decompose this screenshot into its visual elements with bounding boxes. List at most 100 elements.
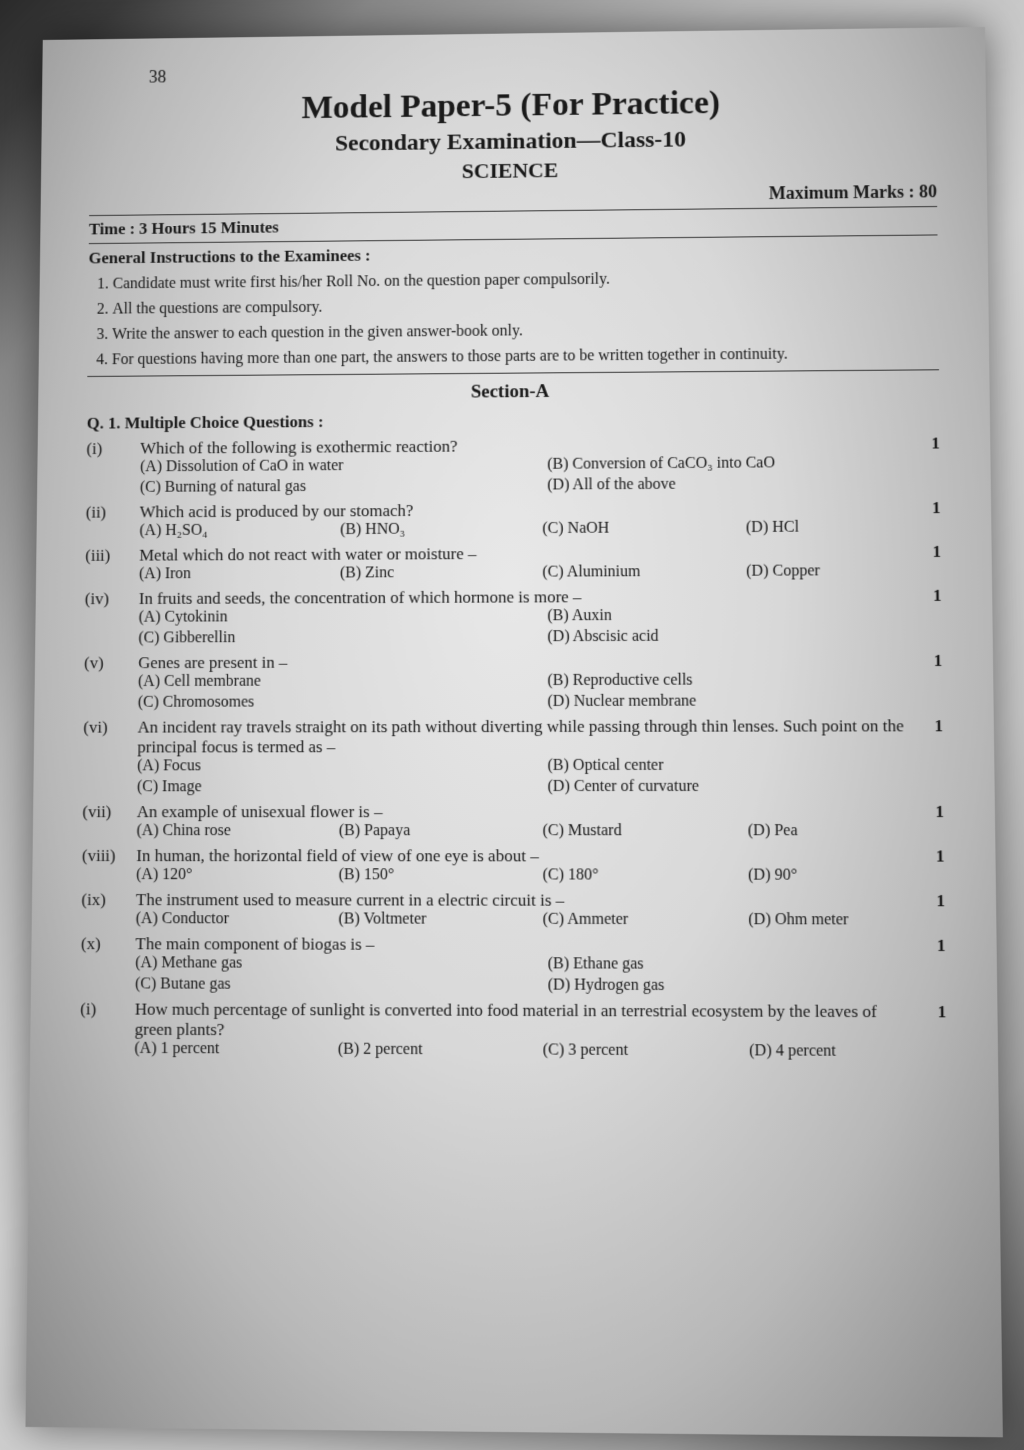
option: (A) 120° <box>136 866 329 884</box>
option: (B) Reproductive cells <box>547 671 942 690</box>
option: (C) Aluminium <box>542 563 736 582</box>
option: (D) Abscisic acid <box>547 627 942 646</box>
question-block: (vii)An example of unisexual flower is –… <box>82 802 944 840</box>
section-heading: Section-A <box>87 378 939 406</box>
option: (B) 2 percent <box>338 1041 533 1060</box>
option: (C) 3 percent <box>543 1041 739 1060</box>
question-mark: 1 <box>924 846 945 866</box>
question-text: The main component of biogas is – <box>135 934 915 956</box>
option: (D) Ohm meter <box>748 911 945 930</box>
question-block: (viii) In human, the horizontal field of … <box>82 846 945 885</box>
instruction-item: For questions having more than one part,… <box>112 342 939 372</box>
option: (B) Zinc <box>340 564 532 583</box>
option: (A) H₂SO₄ <box>139 521 330 540</box>
option: (B) Conversion of CaCO₃ into CaO <box>547 453 940 473</box>
options-row: (A) Conductor (B) Voltmeter (C) Ammeter (D)… <box>136 910 946 930</box>
question-block: (x)The main component of biogas is –1(A)… <box>80 934 946 996</box>
option: (D) Center of curvature <box>548 778 944 796</box>
option: (A) Conductor <box>136 910 329 928</box>
option: (B) Papaya <box>339 822 533 840</box>
question-block: (iii)Metal which do not react with water… <box>85 542 941 584</box>
question-number: (vii) <box>82 802 127 822</box>
options-row: (A) Cell membrane (B) Reproductive cells (… <box>138 671 943 712</box>
question-text: How much percentage of sunlight is conve… <box>135 1000 916 1043</box>
question-mark: 1 <box>924 802 945 822</box>
instructions-heading: General Instructions to the Examinees : <box>89 240 938 268</box>
option: (B) Voltmeter <box>338 910 532 928</box>
option: (C) Ammeter <box>543 911 739 930</box>
option: (B) Optical center <box>548 756 944 774</box>
question-number: (viii) <box>82 846 127 866</box>
options-row: (A) Focus (B) Optical center (C) Image (D) … <box>137 756 944 796</box>
question-mark: 1 <box>921 542 941 562</box>
option: (C) Burning of natural gas <box>140 477 528 497</box>
question-mark: 1 <box>926 1002 947 1022</box>
option: (B) Auxin <box>547 606 942 625</box>
options-row: (A) Dissolution of CaO in water (B) Conve… <box>140 453 941 496</box>
option: (B) 150° <box>339 866 533 884</box>
option: (C) 180° <box>543 866 738 884</box>
question-group-heading: Q. 1. Multiple Choice Questions : <box>87 408 940 434</box>
question-number: (iv) <box>85 589 129 609</box>
option: (A) Cytokinin <box>139 607 528 626</box>
question-block: (i) How much percentage of sunlight is co… <box>80 999 947 1061</box>
option: (C) Butane gas <box>135 975 528 994</box>
question-number: (i) <box>80 999 125 1019</box>
question-mark: 1 <box>923 716 944 736</box>
option: (A) Dissolution of CaO in water <box>140 456 527 476</box>
option: (D) Nuclear membrane <box>547 692 942 711</box>
option: (C) Mustard <box>543 822 738 840</box>
option: (D) Hydrogen gas <box>548 976 946 995</box>
paper-title: Model Paper-5 (For Practice) <box>90 82 936 129</box>
option: (A) Focus <box>137 757 527 775</box>
option: (C) NaOH <box>542 519 736 538</box>
instructions-list: Candidate must write first his/her Roll … <box>112 265 939 372</box>
question-mark: 1 <box>925 936 946 956</box>
options-row: (A) 120° (B) 150° (C) 180° (D) 90° <box>136 866 945 885</box>
option: (D) 90° <box>748 867 945 885</box>
options-row: (A) Iron (B) Zinc (C) Aluminium (D) Copper <box>139 562 941 583</box>
question-block: (v)Genes are present in –1(A) Cell membr… <box>84 651 943 712</box>
question-mark: 1 <box>920 434 940 454</box>
option: (D) HCl <box>746 518 941 537</box>
options-row: (A) Methane gas (B) Ethane gas (C) Butane … <box>135 954 946 996</box>
question-text: Genes are present in – <box>138 651 912 673</box>
question-text: An incident ray travels straight on its … <box>137 716 913 757</box>
question-number: (vi) <box>83 718 128 738</box>
options-row: (A) China rose (B) Papaya (C) Mustard (D) P… <box>136 822 944 840</box>
option: (D) All of the above <box>547 474 940 494</box>
option: (A) Cell membrane <box>138 672 528 691</box>
question-number: (ix) <box>81 890 126 910</box>
question-number: (x) <box>81 934 126 954</box>
questions-container: (i)Which of the following is exothermic … <box>80 434 947 1062</box>
exam-page: 38 Model Paper-5 (For Practice) Secondar… <box>25 27 1002 1437</box>
option: (A) Methane gas <box>135 954 527 973</box>
question-text: In human, the horizontal field of view o… <box>136 846 914 867</box>
options-row: (A) H₂SO₄ (B) HNO₃ (C) NaOH (D) HCl <box>139 518 940 540</box>
options-row: (A) 1 percent (B) 2 percent (C) 3 percent (… <box>134 1040 946 1061</box>
question-number: (i) <box>86 439 130 459</box>
question-block: (ix) The instrument used to measure curre… <box>81 890 945 930</box>
question-number: (iii) <box>85 546 129 566</box>
question-mark: 1 <box>921 586 941 606</box>
option: (B) Ethane gas <box>548 955 946 974</box>
option: (A) 1 percent <box>134 1040 328 1059</box>
option: (C) Chromosomes <box>138 693 528 712</box>
question-number: (ii) <box>86 503 130 523</box>
option: (A) Iron <box>139 565 330 584</box>
option: (A) China rose <box>136 822 328 840</box>
option: (C) Gibberellin <box>138 628 527 647</box>
question-text: The instrument used to measure current i… <box>136 890 915 911</box>
question-mark: 1 <box>922 651 942 671</box>
question-block: (vi) An incident ray travels straight on … <box>83 716 944 796</box>
question-mark: 1 <box>925 891 946 911</box>
option: (C) Image <box>137 778 528 796</box>
option: (B) HNO₃ <box>340 520 532 539</box>
question-mark: 1 <box>920 498 940 518</box>
question-block: (ii)Which acid is produced by our stomac… <box>85 498 940 540</box>
question-block: (i)Which of the following is exothermic … <box>86 434 940 497</box>
option: (D) Pea <box>748 822 945 840</box>
option: (D) 4 percent <box>749 1042 947 1061</box>
option: (D) Copper <box>746 562 941 581</box>
question-block: (iv)In fruits and seeds, the concentrati… <box>84 586 942 648</box>
